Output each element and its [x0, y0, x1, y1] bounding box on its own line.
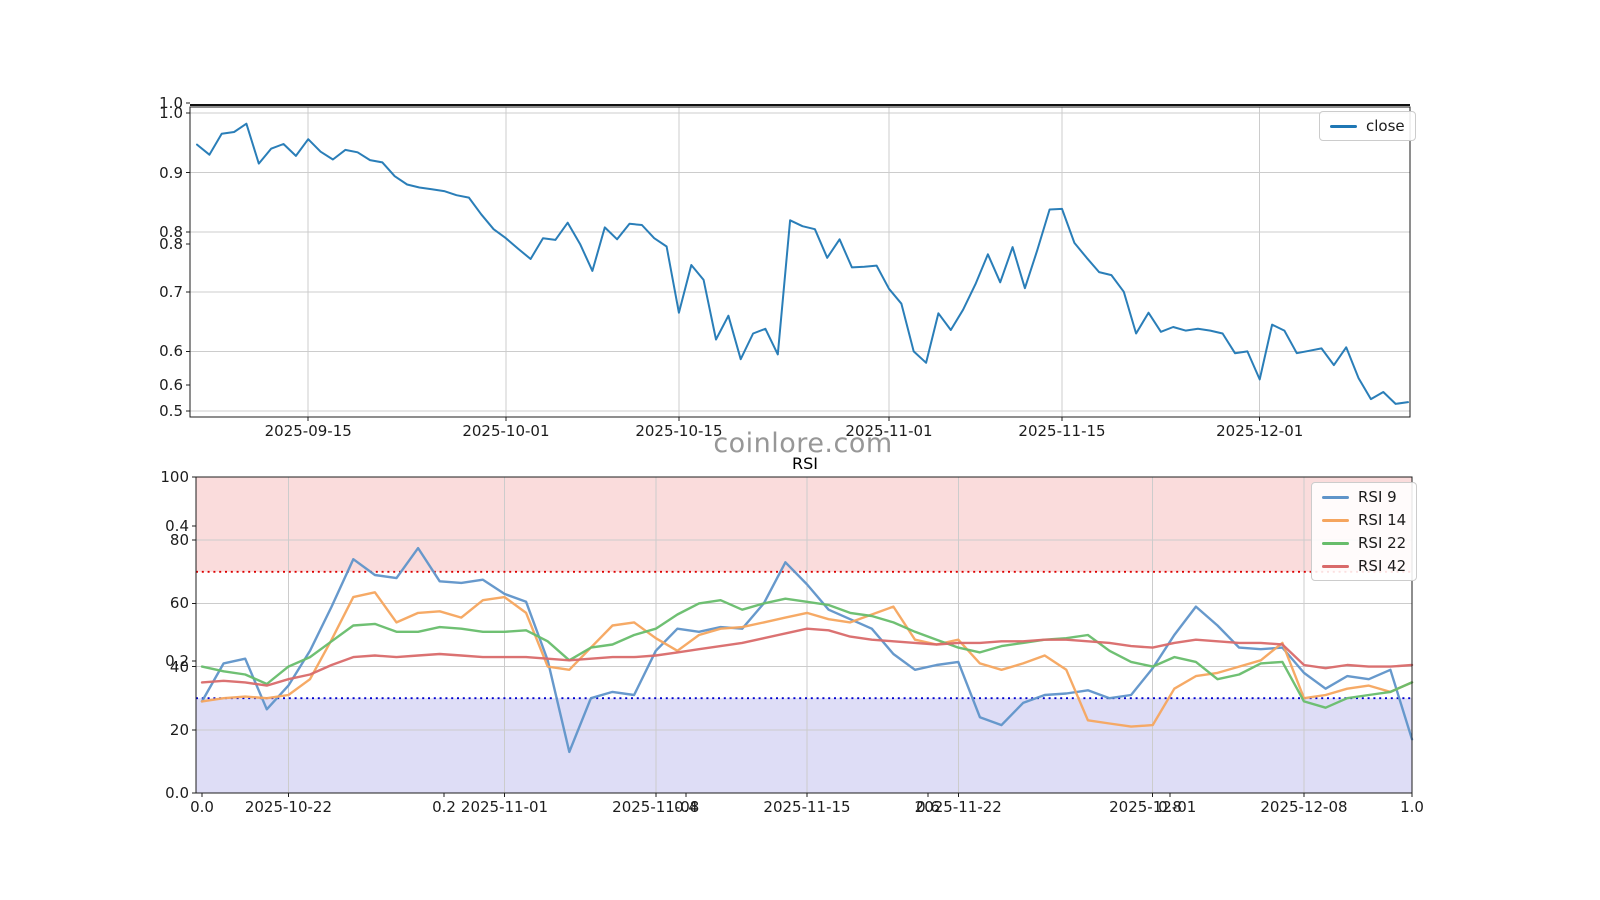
overlay-y-tick-label: 0.0 — [165, 783, 189, 802]
watermark: coinlore.com — [713, 428, 893, 459]
series-rsi-22 — [200, 597, 1414, 709]
y-tick-label: 60 — [169, 594, 189, 613]
overlay-x-tick-label: 0.0 — [190, 798, 214, 816]
overlay-y-tick-label: 0.2 — [165, 651, 189, 670]
axes-frame — [195, 476, 1413, 794]
legend: close — [1319, 111, 1416, 141]
legend-line-swatch — [1330, 124, 1357, 128]
x-tick-label: 2025-11-01 — [845, 422, 933, 440]
legend-label: RSI 14 — [1358, 511, 1407, 529]
legend-entry: RSI 42 — [1322, 557, 1406, 575]
legend-line-swatch — [1322, 518, 1349, 522]
y-tick-label: 40 — [169, 657, 189, 676]
series-close — [196, 122, 1409, 405]
x-tick-label: 2025-12-08 — [1260, 798, 1348, 816]
overlay-x-tick-label: 0.2 — [432, 798, 456, 816]
legend-line-swatch — [1322, 495, 1349, 499]
series-rsi-9 — [200, 546, 1414, 754]
threshold-band — [196, 698, 1412, 793]
overlay-y-tick-label: 0.6 — [159, 375, 183, 394]
x-tick-label: 2025-10-15 — [635, 422, 723, 440]
legend-label: RSI 22 — [1358, 534, 1407, 552]
legend-entry: RSI 9 — [1322, 488, 1406, 506]
y-tick-label: 0.6 — [159, 342, 183, 361]
legend-line-swatch — [1322, 564, 1349, 568]
x-tick-label: 2025-11-01 — [460, 798, 549, 816]
x-tick-label: 2025-10-01 — [462, 422, 550, 440]
y-tick-label: 100 — [160, 467, 189, 486]
overlay-y-tick-label: 0.4 — [165, 516, 189, 535]
x-tick-label: 2025-12-01 — [1216, 422, 1304, 440]
overlay-x-tick-label: 0.6 — [916, 798, 940, 816]
x-tick-label: 2025-11-22 — [914, 798, 1002, 816]
y-tick-label: 1.0 — [159, 103, 183, 122]
overlay-x-tick-label: 1.0 — [1400, 798, 1424, 816]
overlay-x-tick-label: 0.8 — [1158, 798, 1182, 816]
overlay-y-tick-label: 0.8 — [159, 234, 183, 253]
x-tick-label: 2025-11-15 — [1018, 422, 1106, 440]
threshold-band — [196, 477, 1412, 572]
overlay-y-tick-label: 1.0 — [159, 93, 183, 112]
x-tick-label: 2025-09-15 — [264, 422, 352, 440]
legend-entry: close — [1330, 117, 1405, 135]
y-tick-label: 80 — [169, 530, 189, 549]
y-tick-label: 0.5 — [159, 401, 183, 420]
y-tick-label: 0.8 — [159, 222, 183, 241]
legend-label: RSI 42 — [1358, 557, 1407, 575]
y-tick-label: 0.9 — [159, 163, 183, 182]
legend-line-swatch — [1322, 541, 1349, 545]
legend-entry: RSI 22 — [1322, 534, 1406, 552]
legend: RSI 9 RSI 14 RSI 22 RSI 42 — [1311, 482, 1418, 581]
x-tick-label: 2025-11-15 — [763, 798, 851, 816]
x-tick-label: 2025-10-22 — [244, 798, 333, 816]
x-tick-label: 2025-12-01 — [1109, 798, 1197, 816]
y-tick-label: 0.7 — [159, 282, 183, 301]
legend-label: close — [1366, 117, 1405, 135]
overlay-x-tick-label: 0.4 — [674, 798, 698, 816]
series-rsi-42 — [200, 627, 1414, 687]
y-tick-label: 20 — [169, 720, 189, 739]
rsi-chart-title: RSI — [792, 454, 818, 473]
axes-frame — [189, 106, 1411, 418]
legend-label: RSI 9 — [1358, 488, 1397, 506]
x-tick-label: 2025-11-08 — [612, 798, 700, 816]
legend-entry: RSI 14 — [1322, 511, 1406, 529]
